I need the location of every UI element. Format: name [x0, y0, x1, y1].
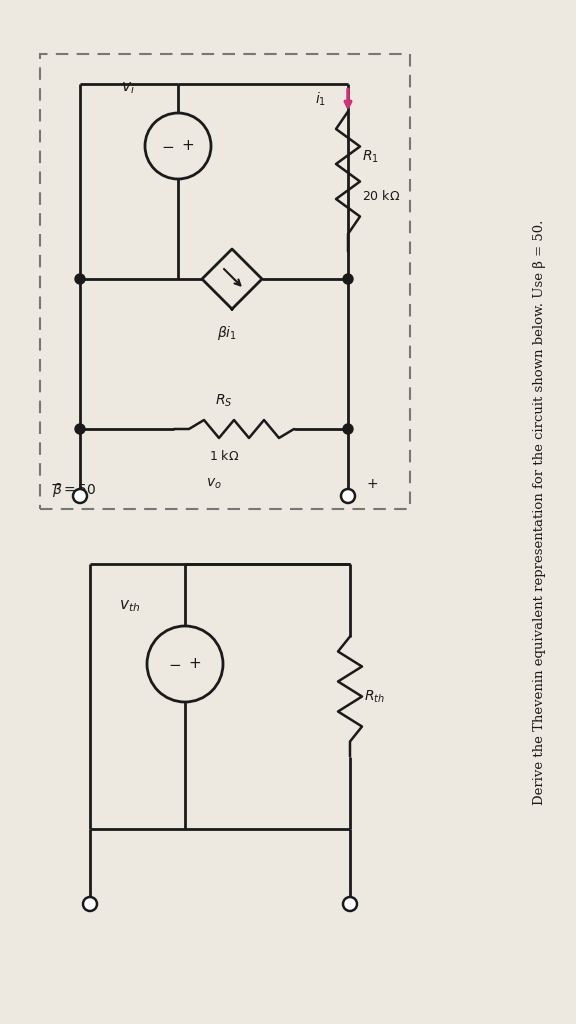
Text: $R_S$: $R_S$ — [215, 392, 233, 409]
Text: $v_i$: $v_i$ — [121, 80, 135, 96]
Text: Derive the Thevenin equivalent representation for the circuit shown below. Use β: Derive the Thevenin equivalent represent… — [533, 219, 547, 805]
Circle shape — [75, 424, 85, 434]
Text: 1 k$\Omega$: 1 k$\Omega$ — [209, 449, 239, 463]
Text: $-$: $-$ — [168, 656, 181, 672]
Circle shape — [341, 489, 355, 503]
Text: $-$: $-$ — [50, 477, 62, 490]
Circle shape — [343, 897, 357, 911]
Text: $R_{th}$: $R_{th}$ — [364, 688, 385, 705]
Text: 20 k$\Omega$: 20 k$\Omega$ — [362, 189, 400, 204]
Circle shape — [83, 897, 97, 911]
Text: $v_o$: $v_o$ — [206, 476, 222, 490]
Text: $+$: $+$ — [188, 656, 202, 672]
Text: $\beta = 50$: $\beta = 50$ — [52, 481, 97, 499]
Circle shape — [73, 489, 87, 503]
Text: $-$: $-$ — [161, 138, 175, 154]
Circle shape — [75, 274, 85, 284]
Text: $v_{th}$: $v_{th}$ — [119, 598, 141, 614]
Text: $\beta i_1$: $\beta i_1$ — [217, 324, 237, 342]
Text: $+$: $+$ — [366, 477, 378, 490]
Circle shape — [343, 274, 353, 284]
Text: $i_1$: $i_1$ — [315, 91, 326, 109]
Text: $R_1$: $R_1$ — [362, 148, 379, 165]
Text: $+$: $+$ — [181, 138, 195, 154]
Circle shape — [343, 424, 353, 434]
